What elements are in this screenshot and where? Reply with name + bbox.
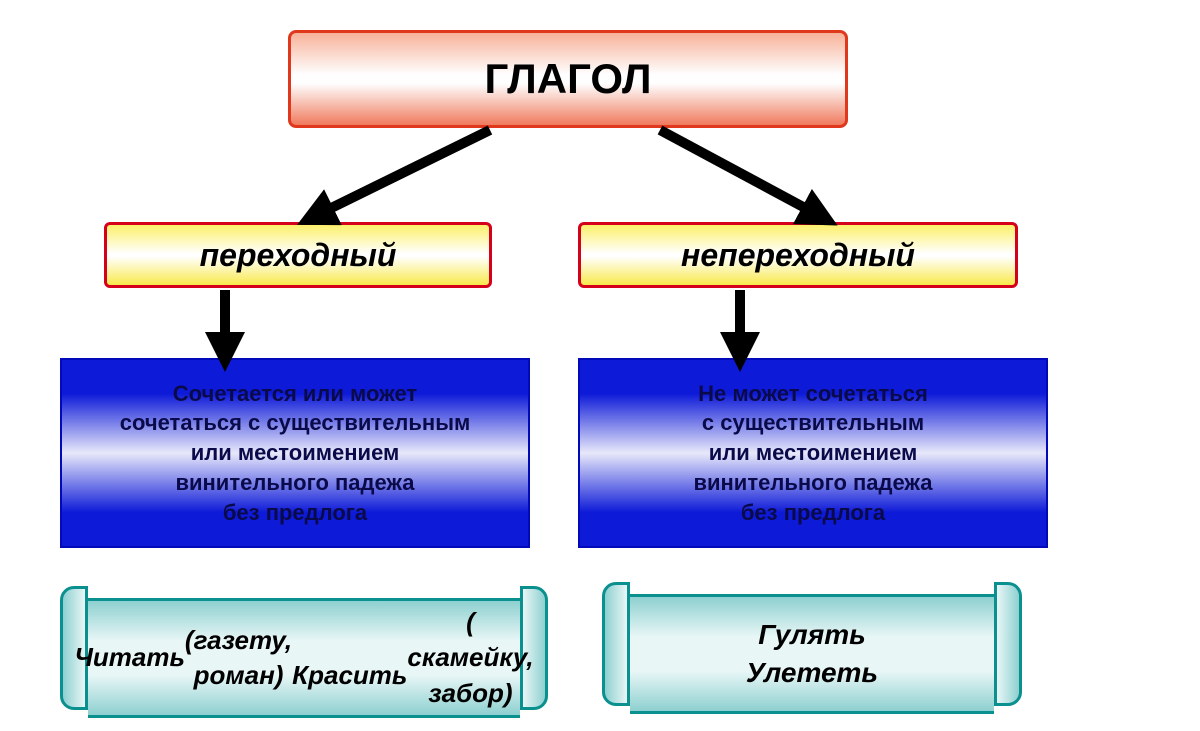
arrow-icon: [660, 130, 820, 216]
arrows-layer: [0, 0, 1200, 731]
arrow-icon: [315, 130, 490, 216]
